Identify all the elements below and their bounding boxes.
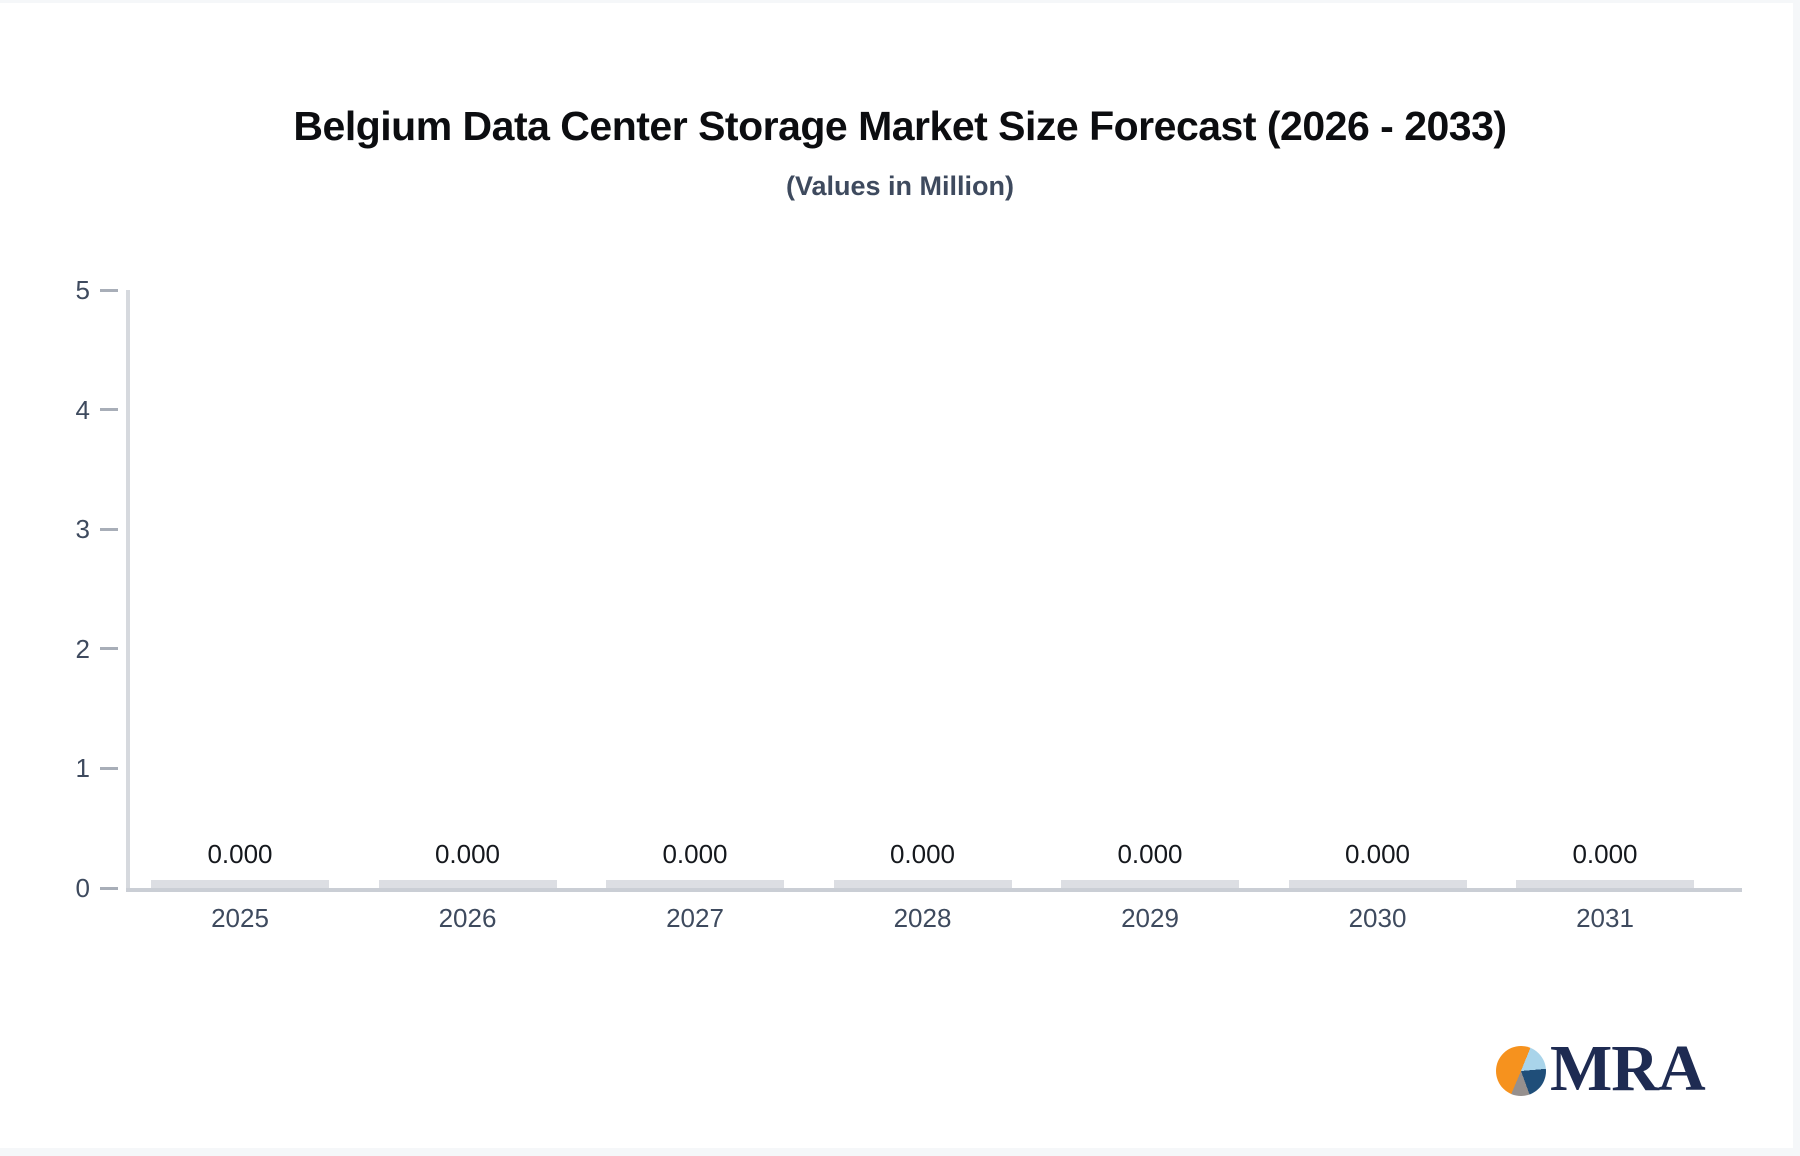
y-tick-label: 1 — [75, 753, 90, 784]
y-tick-label: 3 — [75, 514, 90, 545]
x-axis-baseline — [126, 888, 1742, 892]
bar-2027[interactable] — [606, 880, 784, 888]
bar-2031[interactable] — [1516, 880, 1694, 888]
y-tick-mark — [100, 408, 118, 412]
bar-2026[interactable] — [378, 880, 557, 888]
y-tick-label: 5 — [75, 275, 90, 305]
bar-2029[interactable] — [1061, 880, 1239, 888]
mra-logo-text: MRA — [1550, 1032, 1706, 1105]
bar-2028[interactable] — [833, 880, 1012, 888]
bar-value-label: 0.000 — [1572, 839, 1638, 869]
x-axis-category-label: 2028 — [893, 903, 952, 933]
bar-value-label: 0.000 — [1344, 839, 1411, 869]
bar-value-label: 0.000 — [662, 839, 728, 869]
y-tick-mark — [100, 766, 118, 770]
x-axis-category-label: 2029 — [1121, 903, 1179, 933]
y-tick-label: 4 — [75, 394, 90, 425]
y-tick-label: 2 — [75, 633, 90, 664]
x-axis-category-label: 2030 — [1348, 903, 1407, 933]
x-axis-category-label: 2025 — [211, 903, 269, 933]
x-axis-category-label: 2026 — [438, 903, 497, 933]
bar-value-label: 0.000 — [1117, 839, 1183, 869]
x-axis-category-label: 2031 — [1576, 903, 1634, 933]
bar-value-label: 0.000 — [434, 839, 501, 869]
y-tick-label: 0 — [75, 873, 90, 903]
x-axis-category-label: 2027 — [666, 903, 724, 933]
page-right-strip — [1793, 3, 1800, 1148]
pie-chart-logo-icon — [1496, 1046, 1546, 1096]
y-tick-mark — [100, 527, 118, 531]
bar-value-label: 0.000 — [889, 839, 956, 869]
bar-value-label: 0.000 — [207, 839, 273, 869]
y-axis-line — [126, 290, 130, 892]
y-tick-mark — [100, 647, 118, 651]
chart-subtitle: (Values in Million) — [785, 171, 1015, 201]
page-bottom-strip — [0, 1148, 1800, 1156]
bar-2025[interactable] — [151, 880, 329, 888]
bar-2030[interactable] — [1288, 880, 1467, 888]
mra-logo: MRA — [1494, 1034, 1706, 1104]
chart-title: Belgium Data Center Storage Market Size … — [293, 103, 1507, 149]
y-tick-mark — [100, 886, 118, 890]
y-tick-mark — [100, 288, 118, 292]
page-top-strip — [0, 0, 1800, 3]
